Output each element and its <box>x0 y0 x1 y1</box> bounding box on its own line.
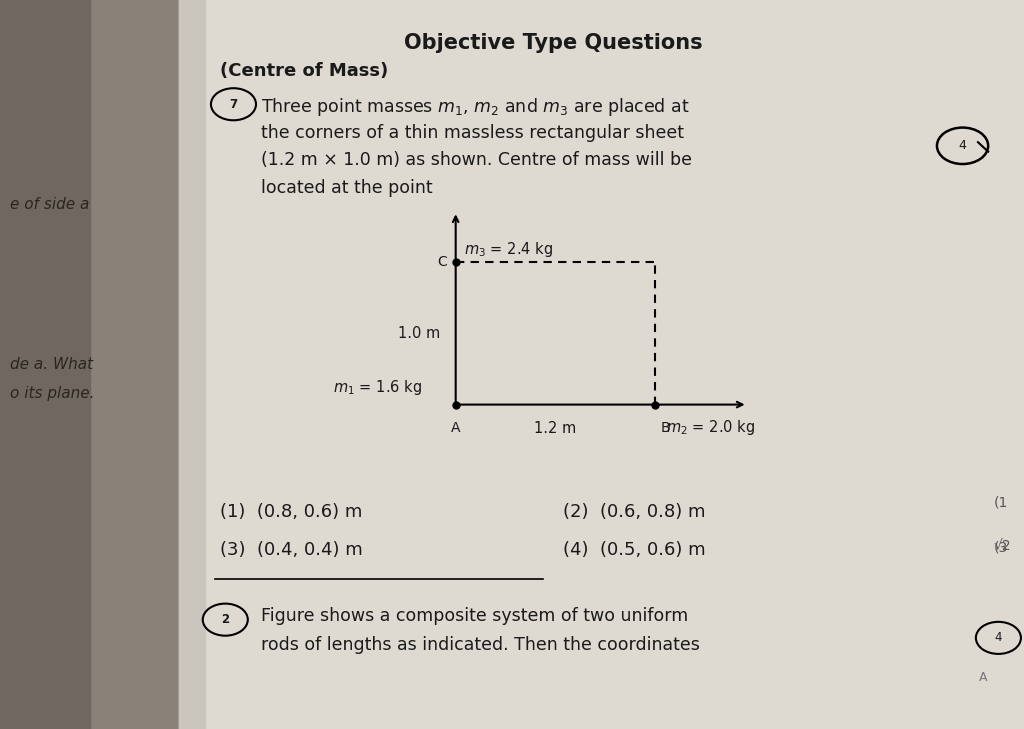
Text: 1.0 m: 1.0 m <box>398 326 440 341</box>
Bar <box>179 0 205 729</box>
Text: located at the point: located at the point <box>261 179 433 197</box>
Text: 2: 2 <box>221 613 229 626</box>
Text: A: A <box>979 671 987 685</box>
Text: B: B <box>660 421 670 434</box>
Bar <box>179 0 1024 729</box>
Circle shape <box>203 604 248 636</box>
Text: rods of lengths as indicated. Then the coordinates: rods of lengths as indicated. Then the c… <box>261 636 700 654</box>
Bar <box>0 0 179 729</box>
Text: 4: 4 <box>958 139 967 152</box>
Text: (2)  (0.6, 0.8) m: (2) (0.6, 0.8) m <box>563 503 706 521</box>
Text: (1.2 m × 1.0 m) as shown. Centre of mass will be: (1.2 m × 1.0 m) as shown. Centre of mass… <box>261 151 692 169</box>
Text: 1.2 m: 1.2 m <box>535 421 577 436</box>
Text: o its plane.: o its plane. <box>10 386 95 401</box>
Text: √2: √2 <box>993 539 1011 553</box>
Text: (Centre of Mass): (Centre of Mass) <box>220 62 388 80</box>
Text: Figure shows a composite system of two uniform: Figure shows a composite system of two u… <box>261 607 688 625</box>
Text: $m_1$ = 1.6 kg: $m_1$ = 1.6 kg <box>333 378 422 397</box>
Text: e of side a: e of side a <box>10 197 90 211</box>
Text: 4: 4 <box>994 631 1002 644</box>
Text: (1: (1 <box>993 496 1008 510</box>
Text: (1)  (0.8, 0.6) m: (1) (0.8, 0.6) m <box>220 503 362 521</box>
Text: (4)  (0.5, 0.6) m: (4) (0.5, 0.6) m <box>563 541 706 559</box>
Text: (3)  (0.4, 0.4) m: (3) (0.4, 0.4) m <box>220 541 362 559</box>
Text: A: A <box>451 421 461 434</box>
Text: Three point masses $m_1$, $m_2$ and $m_3$ are placed at: Three point masses $m_1$, $m_2$ and $m_3… <box>261 96 690 118</box>
Text: the corners of a thin massless rectangular sheet: the corners of a thin massless rectangul… <box>261 124 684 142</box>
Bar <box>0 0 90 729</box>
Text: $m_3$ = 2.4 kg: $m_3$ = 2.4 kg <box>464 240 553 259</box>
Circle shape <box>976 622 1021 654</box>
Text: Objective Type Questions: Objective Type Questions <box>403 33 702 52</box>
Text: 7: 7 <box>229 98 238 111</box>
Text: $m_2$ = 2.0 kg: $m_2$ = 2.0 kg <box>666 418 755 437</box>
Text: C: C <box>437 255 447 270</box>
Text: (3: (3 <box>993 541 1008 555</box>
Text: de a. What: de a. What <box>10 357 93 372</box>
Circle shape <box>937 128 988 164</box>
Circle shape <box>211 88 256 120</box>
